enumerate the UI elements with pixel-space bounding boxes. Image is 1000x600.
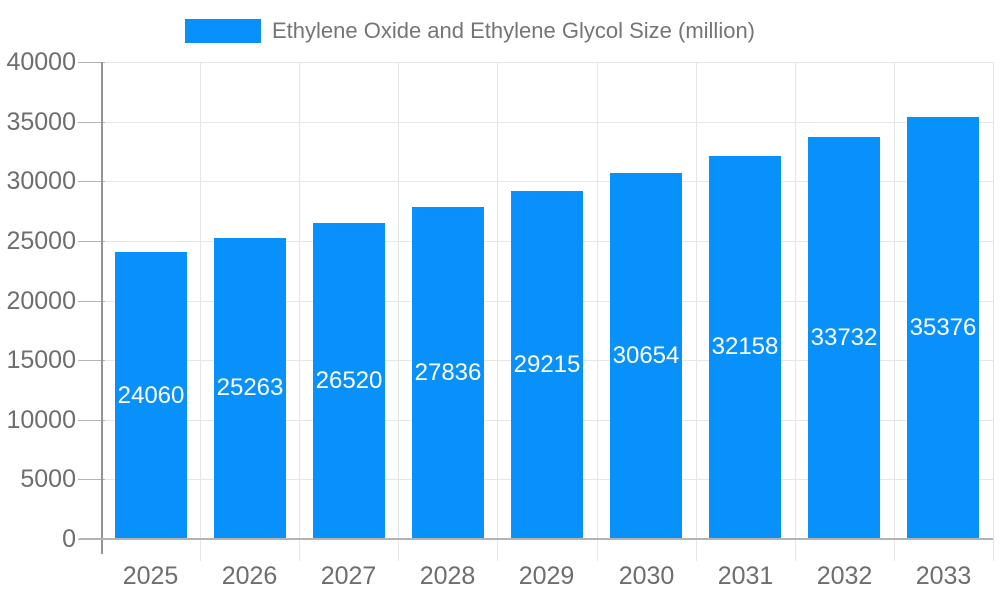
y-axis-tick: [78, 181, 105, 182]
y-axis-line: [101, 62, 103, 554]
x-axis-label: 2031: [717, 562, 774, 590]
x-axis-tick: [299, 539, 300, 561]
bar-value-label: 30654: [612, 342, 680, 369]
bar-2032[interactable]: [808, 137, 880, 539]
bar-value-label: 26520: [315, 367, 383, 394]
gridline-vertical: [795, 62, 796, 539]
x-axis-label: 2027: [320, 562, 377, 590]
bar-value-label: 25263: [216, 374, 284, 401]
bar-value-label: 32158: [711, 333, 779, 360]
y-axis-tick: [78, 122, 105, 123]
bar-2030[interactable]: [610, 173, 682, 539]
gridline-vertical: [597, 62, 598, 539]
bar-2027[interactable]: [313, 223, 385, 539]
x-axis-label: 2025: [122, 562, 179, 590]
legend-label[interactable]: Ethylene Oxide and Ethylene Glycol Size …: [272, 18, 756, 43]
bar-value-label: 33732: [810, 324, 878, 351]
x-axis-label: 2029: [518, 562, 575, 590]
y-axis-tick: [78, 62, 105, 63]
bar-value-label: 27836: [414, 359, 482, 386]
y-axis-label: 20000: [6, 287, 76, 315]
y-axis-tick: [78, 420, 105, 421]
x-axis-tick: [597, 539, 598, 561]
gridline-vertical: [497, 62, 498, 539]
y-axis-label: 10000: [6, 406, 76, 434]
gridline-horizontal: [101, 122, 993, 123]
y-axis-label: 25000: [6, 227, 76, 255]
legend-swatch[interactable]: [185, 19, 261, 43]
bar-value-label: 29215: [513, 351, 581, 378]
x-axis-tick: [795, 539, 796, 561]
y-axis-label: 35000: [6, 108, 76, 136]
x-axis-tick: [696, 539, 697, 561]
y-axis-label: 40000: [6, 48, 76, 76]
gridline-vertical: [299, 62, 300, 539]
gridline-vertical: [696, 62, 697, 539]
y-axis-label: 30000: [6, 167, 76, 195]
x-axis-label: 2032: [816, 562, 873, 590]
bar-value-label: 24060: [117, 382, 185, 409]
bar-2026[interactable]: [214, 238, 286, 539]
x-axis-label: 2030: [618, 562, 675, 590]
x-axis-tick: [398, 539, 399, 561]
bar-2033[interactable]: [907, 117, 979, 539]
gridline-vertical: [993, 62, 994, 539]
x-axis-tick: [200, 539, 201, 561]
bar-2031[interactable]: [709, 156, 781, 539]
y-axis-label: 0: [62, 525, 76, 553]
gridline-horizontal: [101, 181, 993, 182]
gridline-vertical: [398, 62, 399, 539]
y-axis-label: 5000: [20, 465, 76, 493]
x-axis-line: [79, 538, 993, 540]
y-axis-label: 15000: [6, 346, 76, 374]
chart-legend: Ethylene Oxide and Ethylene Glycol Size …: [0, 0, 1000, 56]
x-axis-tick: [497, 539, 498, 561]
bar-2028[interactable]: [412, 207, 484, 539]
gridline-horizontal: [101, 62, 993, 63]
bar-2025[interactable]: [115, 252, 187, 539]
bar-2029[interactable]: [511, 191, 583, 539]
y-axis-tick: [78, 301, 105, 302]
bar-value-label: 35376: [909, 314, 977, 341]
gridline-vertical: [200, 62, 201, 539]
x-axis-tick: [993, 539, 994, 561]
y-axis-tick: [78, 241, 105, 242]
gridline-vertical: [894, 62, 895, 539]
y-axis-tick: [78, 479, 105, 480]
x-axis-tick: [894, 539, 895, 561]
x-axis-label: 2028: [419, 562, 476, 590]
x-axis-label: 2026: [221, 562, 278, 590]
y-axis-tick: [78, 360, 105, 361]
x-axis-label: 2033: [915, 562, 972, 590]
